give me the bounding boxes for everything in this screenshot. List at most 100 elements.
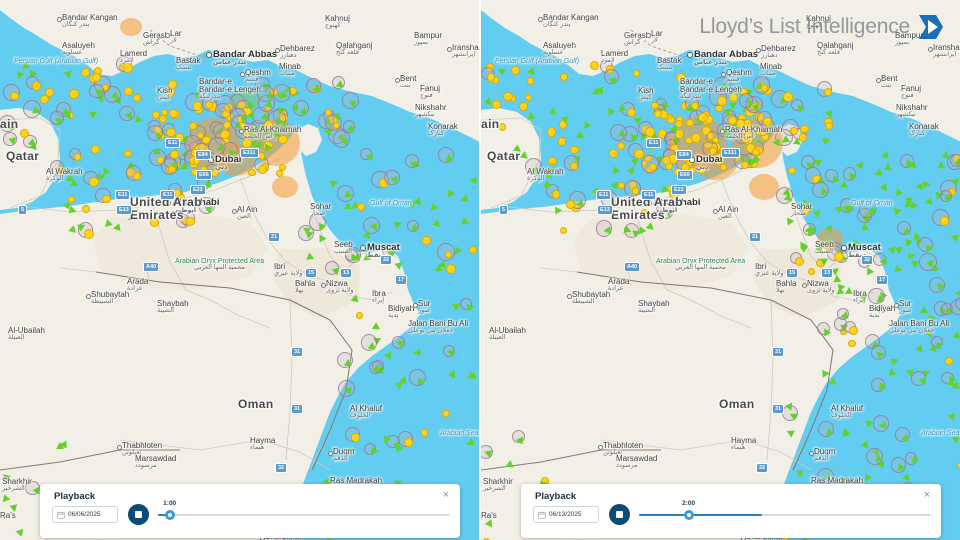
vessel-marker-stationary[interactable] [719, 164, 727, 172]
vessel-marker-stationary[interactable] [674, 129, 685, 140]
vessel-marker-stationary[interactable] [422, 236, 431, 245]
vessel-marker-stationary[interactable] [752, 148, 761, 157]
vessel-marker-stationary[interactable] [634, 149, 645, 159]
vessel-marker-stationary[interactable] [632, 70, 640, 78]
vessel-marker-stationary[interactable] [263, 119, 274, 130]
vessel-marker-stationary[interactable] [848, 339, 856, 347]
vessel-marker-stationary[interactable] [590, 61, 600, 71]
vessel-marker-stationary[interactable] [166, 128, 176, 138]
vessel-marker-stationary[interactable] [332, 121, 341, 130]
vessel-marker-stationary[interactable] [188, 121, 197, 130]
vessel-marker-stationary[interactable] [627, 108, 637, 118]
vessel-marker-stationary[interactable] [524, 94, 532, 102]
vessel-marker-stationary[interactable] [798, 133, 808, 142]
vessel-marker-moving[interactable] [844, 286, 853, 294]
vessel-marker-stationary[interactable] [691, 102, 699, 111]
vessel-marker-stationary[interactable] [351, 433, 360, 442]
vessel-marker-stationary[interactable] [676, 72, 686, 83]
vessel-marker-stationary[interactable] [156, 156, 165, 164]
vessel-marker-stationary[interactable] [193, 101, 203, 111]
vessel-marker-stationary[interactable] [569, 145, 579, 155]
vessel-marker-stationary[interactable] [132, 171, 141, 180]
vessel-marker-stationary[interactable] [639, 209, 649, 219]
stop-button[interactable] [609, 504, 630, 525]
close-icon[interactable]: × [442, 489, 450, 501]
vessel-marker-stationary[interactable] [760, 84, 769, 92]
vessel-marker-stationary[interactable] [164, 87, 175, 97]
vessel-marker-stationary[interactable] [654, 110, 663, 119]
vessel-marker-stationary[interactable] [617, 141, 626, 150]
vessel-marker-stationary[interactable] [123, 149, 132, 158]
vessel-marker-stationary[interactable] [205, 101, 214, 110]
map-panel-right[interactable]: Persian Gulf (Arabian Gulf) Gulf of Oman A… [479, 0, 960, 540]
playback-panel[interactable]: Playback × 06/13/2025 2:00 [521, 484, 941, 538]
vessel-marker-stationary[interactable] [651, 101, 659, 109]
vessel-marker-stationary[interactable] [222, 109, 231, 118]
vessel-marker-stationary[interactable] [169, 109, 179, 119]
vessel-marker-stationary[interactable] [519, 102, 529, 111]
vessel-marker-stationary[interactable] [794, 256, 804, 266]
vessel-marker-stationary[interactable] [799, 124, 809, 134]
map-panel-left[interactable]: Persian Gulf (Arabian Gulf) Gulf of Oman A… [0, 0, 479, 540]
vessel-marker-stationary[interactable] [526, 77, 535, 86]
vessel-marker-stationary[interactable] [685, 119, 695, 128]
vessel-marker-stationary[interactable] [89, 177, 100, 187]
playback-slider[interactable]: 1:00 [158, 500, 450, 520]
vessel-marker-stationary[interactable] [648, 162, 658, 172]
vessel-marker-stationary[interactable] [444, 250, 453, 259]
vessel-marker-stationary[interactable] [735, 119, 745, 129]
vessel-marker-stationary[interactable] [161, 109, 169, 117]
vessel-marker-stationary[interactable] [631, 187, 640, 196]
vessel-marker-stationary[interactable] [833, 251, 844, 262]
vessel-marker-stationary[interactable] [262, 141, 273, 151]
vessel-marker-stationary[interactable] [81, 68, 90, 77]
vessel-marker-stationary[interactable] [706, 132, 715, 140]
vessel-marker-stationary[interactable] [823, 87, 832, 96]
vessel-marker-stationary[interactable] [441, 409, 450, 418]
vessel-marker-stationary[interactable] [482, 538, 490, 540]
vessel-marker-stationary[interactable] [502, 91, 513, 102]
vessel-marker-stationary[interactable] [278, 134, 288, 145]
playback-slider[interactable]: 2:00 [639, 500, 931, 520]
vessel-marker-stationary[interactable] [44, 87, 55, 98]
vessel-marker-stationary[interactable] [570, 162, 579, 170]
vessel-marker-stationary[interactable] [667, 116, 676, 125]
vessel-marker-stationary[interactable] [185, 216, 196, 227]
vessel-marker-stationary[interactable] [558, 120, 568, 129]
vessel-marker-stationary[interactable] [220, 130, 230, 140]
map-canvas-left[interactable]: Persian Gulf (Arabian Gulf) Gulf of Oman A… [0, 0, 479, 540]
vessel-marker-stationary[interactable] [19, 128, 30, 139]
vessel-marker-stationary[interactable] [74, 153, 82, 161]
vessel-marker-stationary[interactable] [824, 122, 833, 131]
slider-track[interactable] [158, 514, 450, 516]
vessel-marker-stationary[interactable] [709, 147, 717, 156]
playback-panel[interactable]: Playback × 06/06/2025 1:00 [40, 484, 460, 538]
vessel-marker-stationary[interactable] [729, 93, 738, 102]
vessel-marker-stationary[interactable] [560, 227, 568, 235]
vessel-marker-stationary[interactable] [91, 72, 101, 83]
vessel-marker-stationary[interactable] [91, 145, 100, 154]
vessel-marker-stationary[interactable] [608, 148, 619, 159]
vessel-marker-stationary[interactable] [957, 462, 960, 470]
vessel-marker-stationary[interactable] [551, 190, 561, 199]
vessel-marker-stationary[interactable] [276, 169, 284, 177]
vessel-marker-stationary[interactable] [168, 165, 176, 173]
vessel-marker-moving[interactable] [435, 264, 444, 272]
vessel-marker-stationary[interactable] [548, 156, 557, 166]
vessel-marker-stationary[interactable] [123, 63, 133, 73]
vessel-marker-stationary[interactable] [661, 155, 672, 166]
playback-date-field[interactable]: 06/06/2025 [52, 506, 118, 523]
vessel-marker-stationary[interactable] [744, 130, 753, 140]
vessel-marker-stationary[interactable] [82, 204, 91, 213]
vessel-marker-stationary[interactable] [40, 94, 50, 104]
vessel-marker-stationary[interactable] [69, 89, 79, 99]
vessel-marker-stationary[interactable] [939, 216, 950, 226]
vessel-marker-stationary[interactable] [644, 127, 655, 138]
vessel-marker-stationary[interactable] [546, 127, 557, 137]
vessel-marker-stationary[interactable] [446, 263, 457, 274]
vessel-marker-stationary[interactable] [510, 65, 520, 75]
slider-handle[interactable] [164, 509, 175, 520]
vessel-marker-stationary[interactable] [717, 96, 727, 106]
vessel-marker-stationary[interactable] [355, 311, 364, 320]
vessel-marker-stationary[interactable] [177, 194, 185, 202]
